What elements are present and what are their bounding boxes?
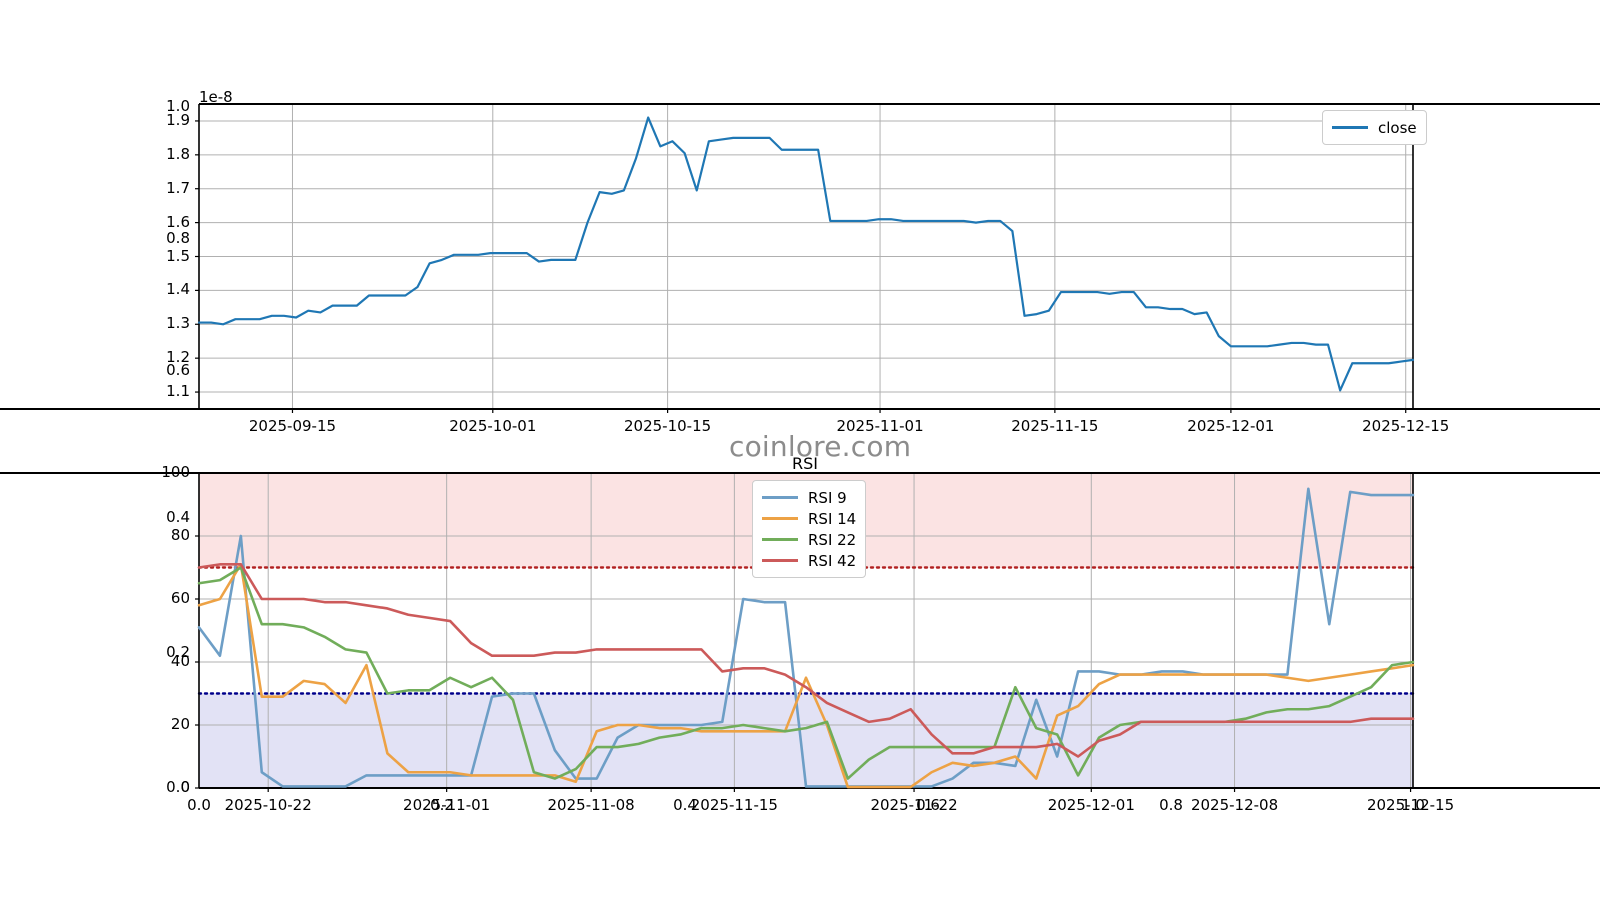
- legend-line-swatch: [762, 559, 798, 562]
- price-y-tick: 1.1: [166, 382, 190, 401]
- rsi-x-tick-secondary: 1.0: [1401, 796, 1425, 814]
- price-x-tick: 2025-11-01: [836, 417, 924, 435]
- rsi-panel: RSI 0 20 40 60 80 100 0.0 0.2 0.4 2025-10-22 202…: [0, 450, 1600, 900]
- rsi-y-tick: 0: [180, 778, 190, 796]
- price-y-tick-secondary: 1.0: [166, 97, 190, 115]
- price-y-tick: 1.9: [166, 110, 190, 129]
- rsi-x-tick-secondary: 0.0: [187, 796, 211, 814]
- price-y-tick: 1.8: [166, 144, 190, 163]
- rsi-x-tick: 2025-12-08: [1190, 796, 1279, 814]
- rsi-x-tick: 2025-11-15: [690, 796, 778, 814]
- rsi-x-tick: 2025-12-15: [1366, 796, 1455, 814]
- legend-line-swatch: [762, 517, 798, 520]
- rsi-legend-item[interactable]: RSI 9: [762, 487, 856, 508]
- rsi-x-tick: 2025-11-22: [870, 796, 958, 814]
- legend-line-swatch: [1332, 126, 1368, 129]
- rsi-x-tick: 2025-11-08: [547, 796, 635, 814]
- watermark: coinlore.com: [729, 430, 912, 463]
- rsi-x-tick: 2025-10-22: [224, 796, 312, 814]
- price-legend-item[interactable]: close: [1332, 117, 1417, 138]
- price-offset-text: 1e-8: [199, 88, 233, 106]
- rsi-y-tick: 80: [170, 526, 190, 544]
- price-x-tick: 2025-09-15: [248, 417, 337, 435]
- rsi-x-tick-secondary: 0.4: [673, 796, 697, 814]
- price-y-tick: 1.7: [166, 178, 190, 197]
- legend-line-swatch: [762, 496, 798, 499]
- rsi-x-tick: 2025-11-01: [403, 796, 491, 814]
- rsi-y-tick-secondary: 0.2: [166, 643, 190, 661]
- legend-label: RSI 9: [808, 488, 847, 507]
- rsi-y-tick: 100: [161, 463, 190, 481]
- price-y-tick: 1.4: [166, 280, 190, 299]
- legend-label: close: [1378, 118, 1417, 137]
- rsi-y-tick: 60: [170, 589, 190, 607]
- rsi-legend-item[interactable]: RSI 14: [762, 508, 856, 529]
- rsi-y-tick-secondary: 0.4: [166, 508, 190, 526]
- price-panel: 1e-8 1.1 1.2 1.3 1.4 1.5 1.6 1.7 1.8 1.9 0.6 0.8 1…: [0, 88, 1600, 435]
- rsi-panel-title: RSI: [792, 454, 818, 473]
- rsi-y-tick: 40: [170, 652, 190, 670]
- rsi-y-tick-secondary: 0.0: [166, 778, 190, 796]
- price-y-tick: 1.6: [166, 212, 190, 231]
- rsi-legend-item[interactable]: RSI 22: [762, 529, 856, 550]
- legend-label: RSI 22: [808, 530, 857, 549]
- rsi-legend[interactable]: RSI 9 RSI 14 RSI 22 RSI 42: [752, 480, 867, 578]
- legend-line-swatch: [762, 538, 798, 541]
- price-plot: [0, 103, 1600, 413]
- legend-label: RSI 42: [808, 551, 857, 570]
- rsi-x-tick-secondary: 0.2: [430, 796, 454, 814]
- legend-label: RSI 14: [808, 509, 857, 528]
- price-y-tick: 1.5: [166, 246, 190, 265]
- price-y-tick: 1.3: [166, 314, 190, 333]
- rsi-legend-item[interactable]: RSI 42: [762, 550, 856, 571]
- rsi-x-tick-secondary: 0.6: [916, 796, 940, 814]
- price-x-tick: 2025-10-15: [624, 417, 712, 435]
- price-y-tick-secondary: 0.8: [166, 229, 190, 247]
- price-y-tick: 1.2: [166, 348, 190, 367]
- price-x-tick: 2025-11-15: [1011, 417, 1099, 435]
- rsi-x-tick-secondary: 0.8: [1159, 796, 1183, 814]
- price-x-tick: 2025-12-15: [1362, 417, 1450, 435]
- rsi-x-tick: 2025-12-01: [1047, 796, 1135, 814]
- rsi-y-tick: 20: [170, 715, 190, 733]
- price-x-tick: 2025-10-01: [449, 417, 537, 435]
- price-legend[interactable]: close: [1322, 110, 1427, 145]
- price-y-tick-secondary: 0.6: [166, 361, 190, 379]
- price-x-tick: 2025-12-01: [1187, 417, 1275, 435]
